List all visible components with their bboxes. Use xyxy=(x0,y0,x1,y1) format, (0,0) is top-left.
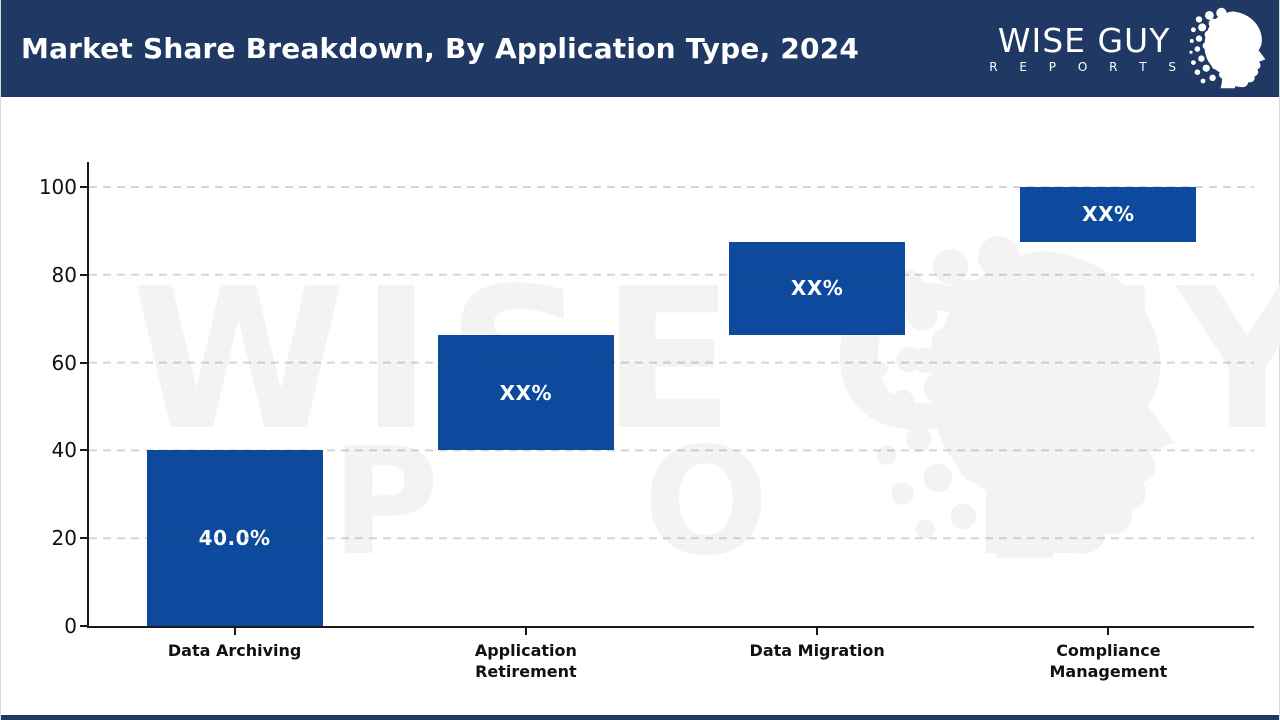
bar-segment: XX% xyxy=(437,334,614,451)
bar-segment: XX% xyxy=(729,241,906,335)
x-category-label: Data Migration xyxy=(749,641,885,660)
y-tick-label: 100 xyxy=(38,175,77,199)
x-category-label: Compliance Management xyxy=(1049,641,1168,681)
page-title: Market Share Breakdown, By Application T… xyxy=(21,32,860,65)
bar-value-label: XX% xyxy=(1082,202,1135,227)
y-tick-label: 0 xyxy=(64,614,77,638)
bar-value-label: XX% xyxy=(499,380,553,405)
y-tick-label: 80 xyxy=(51,262,77,287)
x-tick-mark xyxy=(1107,628,1110,635)
x-tick-mark xyxy=(233,628,236,635)
y-tick-mark xyxy=(80,537,87,540)
y-tick-label: 20 xyxy=(51,526,77,551)
y-tick-mark xyxy=(80,186,87,188)
brand-logo-text: WISE GUY R E P O R T S xyxy=(983,24,1185,74)
bar-segment: 40.0% xyxy=(146,450,323,626)
bar-value-label: XX% xyxy=(790,276,844,301)
y-tick-label: 40 xyxy=(51,438,77,463)
y-tick-label: 60 xyxy=(51,350,77,375)
watermark-head-icon xyxy=(870,236,1175,558)
brand-logo: WISE GUY R E P O R T S xyxy=(983,7,1267,91)
y-tick-mark xyxy=(80,449,87,452)
x-tick-mark xyxy=(816,628,819,635)
brand-subtext: R E P O R T S xyxy=(989,59,1185,74)
x-category-label: Application Retirement xyxy=(474,641,577,681)
y-axis-spine xyxy=(87,162,89,628)
y-tick-mark xyxy=(80,273,87,276)
x-category-label: Data Archiving xyxy=(167,641,302,660)
brand-head-icon xyxy=(1189,7,1266,88)
y-tick-mark xyxy=(80,361,87,364)
header: Market Share Breakdown, By Application T… xyxy=(1,0,1279,97)
x-axis-spine xyxy=(87,626,1254,628)
bar-value-label: 40.0% xyxy=(198,526,271,551)
bottom-accent-strip xyxy=(1,715,1279,720)
bar-segment: XX% xyxy=(1020,187,1197,242)
x-tick-mark xyxy=(524,628,527,635)
brand-wordmark: WISE GUY xyxy=(997,20,1171,60)
y-tick-mark xyxy=(80,625,87,627)
